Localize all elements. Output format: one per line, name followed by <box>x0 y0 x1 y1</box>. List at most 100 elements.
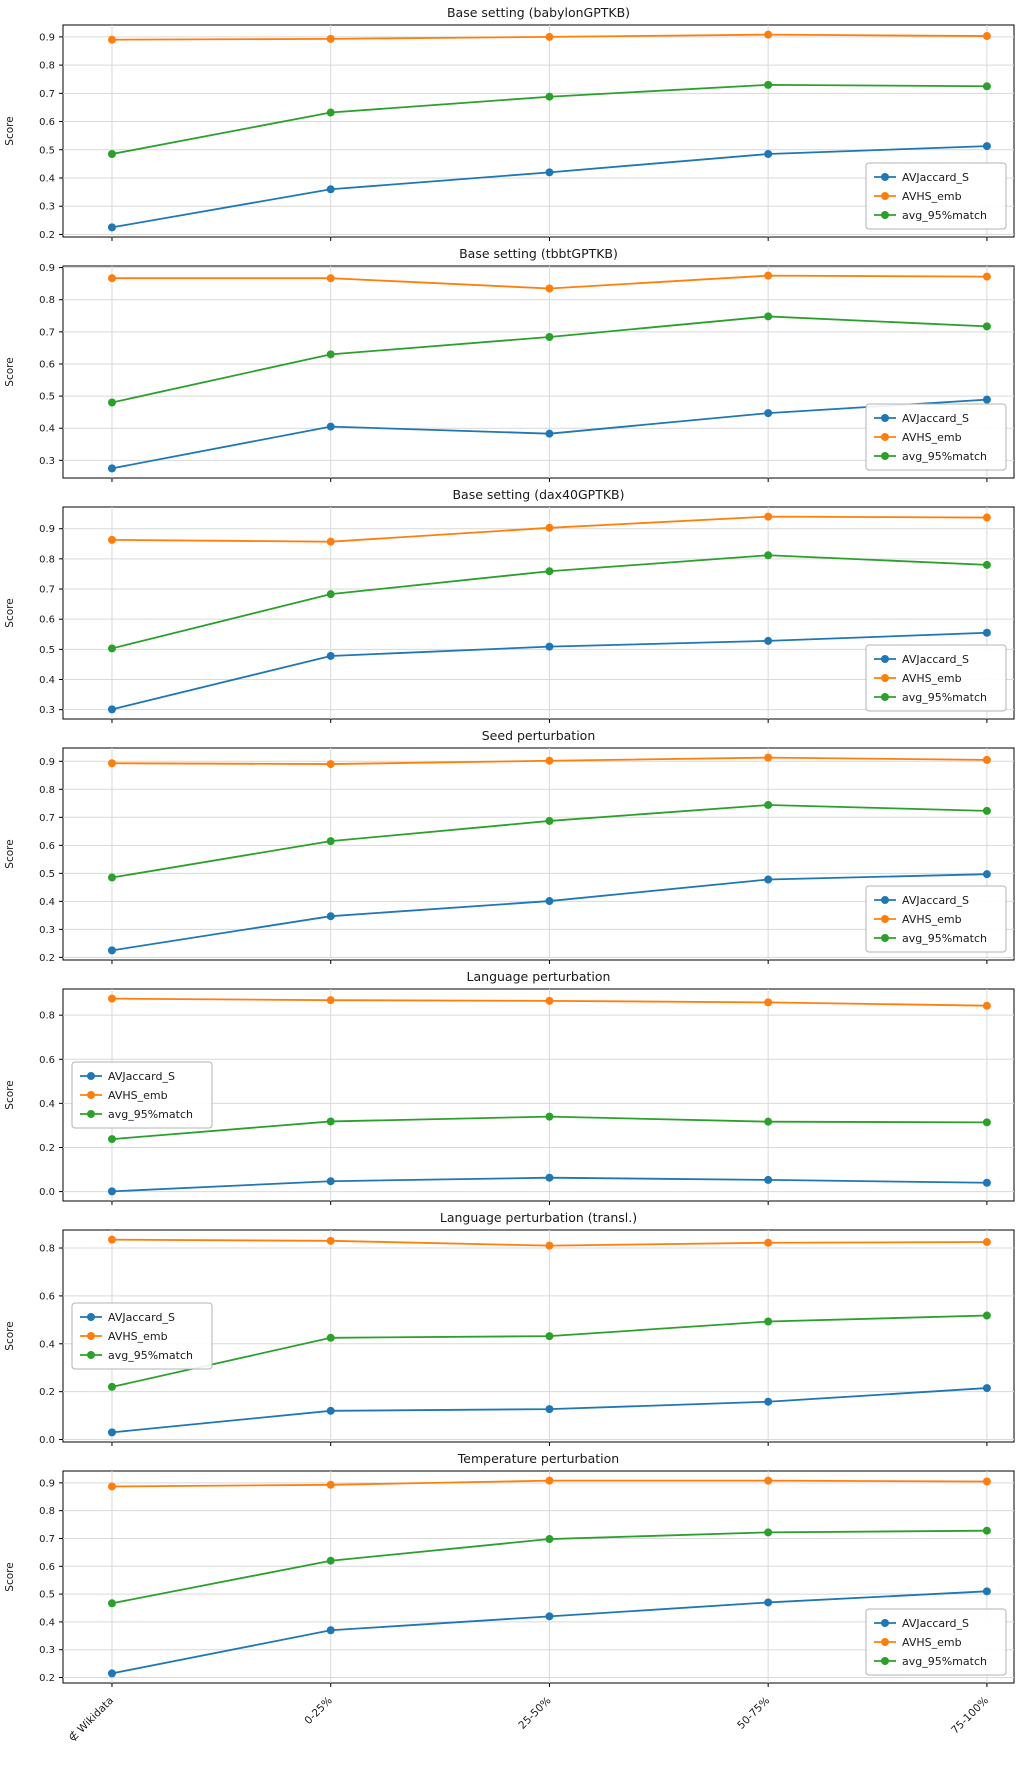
data-point-avg_95%match <box>326 1556 335 1565</box>
data-point-avg_95%match <box>764 800 773 809</box>
y-tick-label: 0.8 <box>39 554 55 565</box>
y-tick-label: 0.2 <box>39 1387 55 1398</box>
data-point-AVJaccard_S <box>764 636 773 645</box>
chart-svg: Temperature perturbation 0.2 0.3 0.4 0.5 0.6 0… <box>4 1451 1015 1687</box>
data-point-AVHS_emb <box>764 1476 773 1485</box>
legend-marker <box>881 1657 889 1665</box>
data-point-AVHS_emb <box>764 30 773 39</box>
y-tick-label: 0.3 <box>39 202 55 213</box>
legend-box <box>865 162 1007 230</box>
y-tick-label: 0.7 <box>39 327 55 338</box>
legend-marker <box>881 211 889 219</box>
chart-svg: Base setting (babylonGPTKB) 0.2 0.3 0.4 0.5 0… <box>4 5 1015 241</box>
data-point-avg_95%match <box>545 92 554 101</box>
chart-base-setting-tbbtgptkb: Base setting (tbbtGPTKB) 0.3 0.4 0.5 0.6 0.7 0… <box>0 241 1029 482</box>
data-point-AVHS_emb <box>107 1235 116 1244</box>
legend-label: AVHS_emb <box>902 913 962 926</box>
data-point-avg_95%match <box>326 1333 335 1342</box>
data-point-avg_95%match <box>326 350 335 359</box>
data-point-avg_95%match <box>982 1526 991 1535</box>
legend-marker <box>881 1638 889 1646</box>
data-point-AVHS_emb <box>545 32 554 41</box>
data-point-AVJaccard_S <box>545 897 554 906</box>
data-point-avg_95%match <box>545 1332 554 1341</box>
legend-label: AVHS_emb <box>108 1330 168 1343</box>
data-point-avg_95%match <box>982 1118 991 1127</box>
data-point-AVHS_emb <box>107 35 116 44</box>
y-tick-label: 0.6 <box>39 1055 55 1066</box>
chart-svg: Base setting (tbbtGPTKB) 0.3 0.4 0.5 0.6 0.7 0… <box>4 246 1015 482</box>
y-tick-label: 0.6 <box>39 359 55 370</box>
y-tick-label: 0.8 <box>39 1244 55 1255</box>
legend-marker <box>87 1351 95 1359</box>
data-point-AVJaccard_S <box>982 1587 991 1596</box>
x-tick-label: 50-75% <box>735 1695 772 1732</box>
data-point-avg_95%match <box>326 590 335 599</box>
data-point-AVHS_emb <box>326 996 335 1005</box>
y-tick-label: 0.8 <box>39 1011 55 1022</box>
data-point-AVJaccard_S <box>326 422 335 431</box>
data-point-avg_95%match <box>764 80 773 89</box>
data-point-AVHS_emb <box>545 284 554 293</box>
data-point-AVJaccard_S <box>764 1397 773 1406</box>
data-point-AVJaccard_S <box>107 1669 116 1678</box>
chart-svg: Language perturbation 0.0 0.2 0.4 0.6 0.8 Scor… <box>4 969 1015 1205</box>
data-point-avg_95%match <box>107 1382 116 1391</box>
legend-box <box>865 403 1007 471</box>
y-tick-label: 0.3 <box>39 1645 55 1656</box>
data-point-AVHS_emb <box>326 34 335 43</box>
y-tick-label: 0.5 <box>39 869 55 880</box>
y-tick-label: 0.8 <box>39 785 55 796</box>
legend-label: avg_95%match <box>902 691 987 704</box>
legend-box <box>71 1061 213 1129</box>
y-tick-label: 0.2 <box>39 230 55 241</box>
data-point-AVJaccard_S <box>545 168 554 177</box>
y-tick-label: 0.5 <box>39 1590 55 1601</box>
data-point-avg_95%match <box>764 1317 773 1326</box>
data-point-AVHS_emb <box>982 1001 991 1010</box>
data-point-AVJaccard_S <box>764 875 773 884</box>
data-point-avg_95%match <box>545 1535 554 1544</box>
data-point-AVJaccard_S <box>982 628 991 637</box>
legend-marker <box>881 414 889 422</box>
data-point-AVHS_emb <box>982 1477 991 1486</box>
data-point-AVJaccard_S <box>326 1626 335 1635</box>
y-tick-label: 0.4 <box>39 1099 55 1110</box>
y-tick-label: 0.0 <box>39 1435 55 1446</box>
data-point-AVHS_emb <box>982 755 991 764</box>
y-tick-label: 0.9 <box>39 1478 55 1489</box>
data-point-AVJaccard_S <box>326 912 335 921</box>
y-tick-label: 0.2 <box>39 1673 55 1684</box>
plot-area <box>62 1470 1015 1684</box>
plot-area <box>62 506 1015 720</box>
legend-marker <box>87 1332 95 1340</box>
y-axis-label: Score <box>4 839 16 868</box>
y-tick-label: 0.3 <box>39 925 55 936</box>
y-tick-label: 0.4 <box>39 1339 55 1350</box>
data-point-AVHS_emb <box>326 1480 335 1489</box>
y-tick-label: 0.0 <box>39 1187 55 1198</box>
data-point-avg_95%match <box>107 873 116 882</box>
chart-temperature-perturbation: Temperature perturbation 0.2 0.3 0.4 0.5 0.6 0… <box>0 1446 1029 1687</box>
legend-box <box>865 644 1007 712</box>
legend-label: avg_95%match <box>108 1349 193 1362</box>
legend-marker <box>881 192 889 200</box>
legend-label: AVJaccard_S <box>902 412 969 425</box>
data-point-AVJaccard_S <box>326 1406 335 1415</box>
legend-box <box>865 885 1007 953</box>
data-point-avg_95%match <box>982 806 991 815</box>
data-point-avg_95%match <box>326 1117 335 1126</box>
data-point-AVHS_emb <box>982 32 991 41</box>
data-point-AVHS_emb <box>326 1236 335 1245</box>
data-point-AVJaccard_S <box>764 1175 773 1184</box>
x-tick-label: 0-25% <box>302 1695 334 1727</box>
legend-label: AVJaccard_S <box>902 653 969 666</box>
data-point-AVHS_emb <box>545 523 554 532</box>
y-tick-label: 0.9 <box>39 32 55 43</box>
y-tick-label: 0.4 <box>39 897 55 908</box>
y-axis-label: Score <box>4 1562 16 1591</box>
data-point-AVJaccard_S <box>107 1428 116 1437</box>
data-point-AVHS_emb <box>545 756 554 765</box>
y-tick-label: 0.9 <box>39 263 55 274</box>
data-point-AVJaccard_S <box>326 651 335 660</box>
